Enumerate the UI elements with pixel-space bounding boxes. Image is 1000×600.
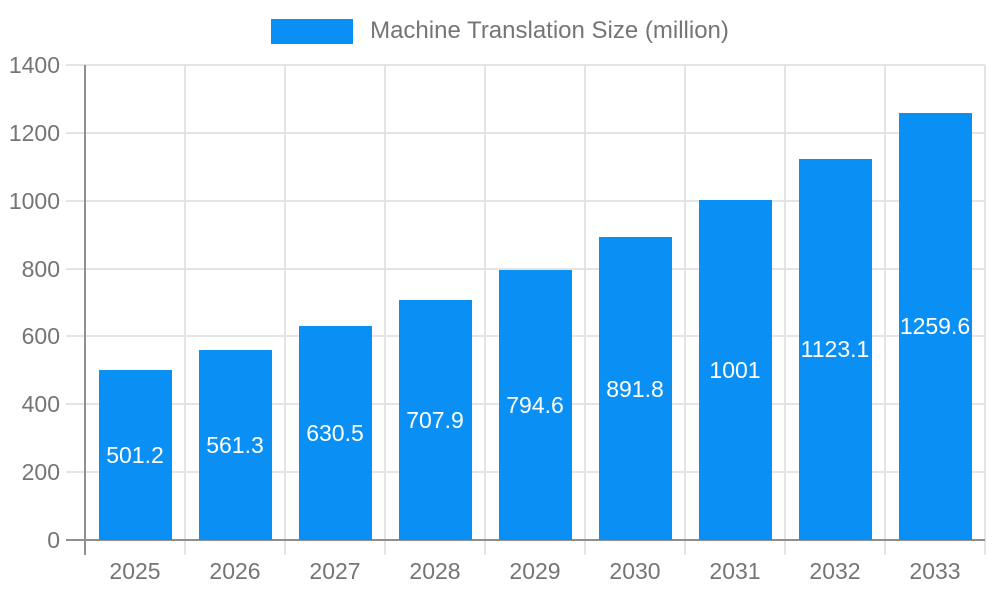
- gridline-x-4: [484, 65, 486, 555]
- x-axis-tick-label: 2029: [509, 558, 561, 584]
- bar-value-label: 707.9: [406, 406, 464, 433]
- y-axis-tick-label: 400: [21, 391, 60, 418]
- bar-value-label: 1001: [709, 357, 761, 384]
- x-axis-tick-label: 2031: [709, 558, 761, 584]
- gridline-x-6: [684, 65, 686, 555]
- x-axis-tick-label: 2033: [909, 558, 961, 584]
- bar-value-label: 501.2: [106, 441, 164, 468]
- gridline-y-1000: [66, 199, 985, 202]
- gridline-x-1: [184, 65, 186, 555]
- legend[interactable]: Machine Translation Size (million): [0, 17, 1000, 45]
- gridline-x-7: [784, 65, 786, 555]
- y-axis-tick-label: 1200: [8, 119, 60, 146]
- x-axis-tick-label: 2028: [409, 558, 461, 584]
- y-axis-tick-label: 600: [21, 323, 60, 350]
- bar-value-label: 630.5: [306, 420, 364, 447]
- bar-value-label: 1259.6: [899, 313, 971, 340]
- y-axis-tick-label: 0: [47, 527, 60, 553]
- bar-value-label: 794.6: [506, 392, 564, 419]
- bar-2028[interactable]: [398, 299, 472, 540]
- gridline-y-1400: [66, 64, 985, 66]
- gridline-x-8: [884, 65, 886, 555]
- gridline-x-5: [584, 65, 586, 555]
- legend-label: Machine Translation Size (million): [370, 17, 729, 44]
- bar-value-label: 1123.1: [800, 336, 870, 363]
- y-axis-tick-label: 1400: [8, 52, 60, 78]
- bar-2027[interactable]: [298, 326, 372, 540]
- bar-value-label: 561.3: [206, 431, 264, 458]
- gridline-y-1200: [66, 131, 985, 134]
- gridline-x-3: [384, 65, 386, 555]
- bar-2031[interactable]: [698, 200, 772, 540]
- bar-value-label: 891.8: [606, 375, 664, 402]
- bar-2032[interactable]: [798, 158, 872, 540]
- gridline-y-800: [66, 267, 985, 270]
- gridline-x-2: [284, 65, 286, 555]
- y-axis-tick-label: 200: [21, 459, 60, 486]
- x-axis-line: [66, 539, 985, 541]
- x-axis-tick-label: 2027: [309, 558, 361, 584]
- x-axis-tick-label: 2032: [809, 558, 861, 584]
- y-axis-tick-label: 1000: [8, 187, 60, 214]
- bar-2029[interactable]: [498, 270, 572, 540]
- x-axis-tick-label: 2025: [109, 558, 161, 584]
- bar-2033[interactable]: [898, 112, 972, 540]
- bar-2030[interactable]: [598, 237, 672, 540]
- gridline-x-9: [984, 65, 986, 555]
- bar-2025[interactable]: [98, 369, 172, 540]
- x-axis-tick-label: 2030: [609, 558, 661, 584]
- y-axis-line: [84, 65, 86, 555]
- y-axis-tick-label: 800: [21, 255, 60, 282]
- legend-swatch-icon: [271, 18, 354, 44]
- x-axis-tick-label: 2026: [209, 558, 261, 584]
- bar-2026[interactable]: [198, 349, 272, 540]
